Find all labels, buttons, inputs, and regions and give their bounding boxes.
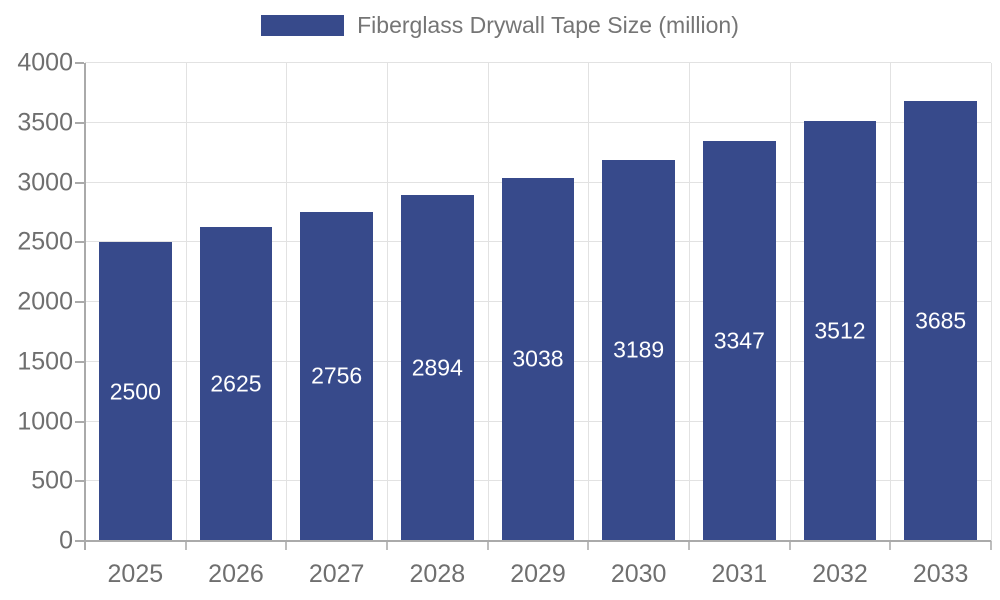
y-tick-label: 4000 (17, 48, 73, 77)
x-category-label: 2031 (711, 560, 768, 588)
y-tick (75, 241, 84, 244)
bar-value-label: 3038 (512, 345, 564, 372)
grid-v-line (286, 63, 288, 541)
y-axis-line (84, 63, 86, 550)
x-category-label: 2029 (510, 560, 566, 588)
grid-v-line (991, 63, 992, 541)
grid-h-line (85, 62, 991, 63)
grid-v-line (185, 63, 187, 541)
x-tick (788, 541, 791, 550)
y-tick (75, 480, 84, 483)
grid-v-line (588, 63, 590, 541)
bar: 3189 (602, 159, 676, 541)
y-tick-label: 1000 (17, 407, 73, 435)
bar: 3038 (501, 177, 575, 541)
bar-value-label: 3347 (713, 327, 765, 354)
x-tick (486, 541, 489, 550)
y-tick (75, 360, 84, 363)
x-tick (990, 541, 992, 550)
y-tick (75, 121, 84, 124)
bar: 2625 (199, 227, 273, 541)
bar-value-label: 2894 (411, 354, 463, 381)
bar: 3512 (803, 121, 877, 541)
grid-h-line (85, 121, 991, 123)
x-tick (385, 541, 388, 550)
x-tick (889, 541, 892, 550)
plot-area: 0 500 1000 1500 2000 2500 3000 3500 4000 2500 2025… (17, 50, 992, 587)
bar: 2894 (400, 195, 474, 541)
x-category-label: 2030 (610, 560, 667, 588)
bar-value-label: 2500 (109, 378, 161, 405)
x-category-label: 2032 (812, 560, 868, 588)
x-category-label: 2033 (912, 560, 969, 588)
x-tick (587, 541, 590, 550)
y-tick-label: 3000 (17, 168, 73, 196)
y-tick (75, 181, 84, 184)
y-tick (75, 301, 84, 303)
bar-value-label: 3512 (814, 317, 866, 344)
legend-label: Fiberglass Drywall Tape Size (million) (357, 12, 739, 38)
y-tick (75, 420, 84, 423)
grid-v-line (386, 63, 388, 541)
x-axis-line (85, 540, 991, 542)
legend-swatch (261, 15, 345, 37)
y-tick-label: 1500 (17, 347, 73, 376)
x-category-label: 2028 (409, 560, 466, 588)
x-tick (687, 541, 690, 550)
bar: 3685 (904, 100, 978, 541)
y-tick (75, 62, 84, 64)
chart-legend: Fiberglass Drywall Tape Size (million) (0, 12, 1000, 38)
bar: 2500 (98, 242, 172, 541)
bar-value-label: 3189 (613, 336, 665, 363)
grid-v-line (789, 63, 791, 541)
x-category-label: 2027 (308, 560, 365, 588)
grid-v-line (890, 63, 892, 541)
grid-v-line (487, 63, 489, 541)
bar-value-label: 3685 (915, 307, 967, 334)
x-category-label: 2025 (107, 560, 164, 588)
y-tick (75, 540, 84, 542)
y-tick-label: 2500 (17, 227, 73, 256)
y-tick-label: 500 (31, 466, 73, 495)
grid-v-line (688, 63, 690, 541)
x-tick (184, 541, 187, 550)
y-tick-label: 0 (59, 526, 73, 555)
x-tick (285, 541, 288, 550)
bar-value-label: 2625 (210, 370, 262, 397)
x-category-label: 2026 (208, 560, 264, 588)
bar: 2756 (300, 211, 374, 541)
y-tick-label: 2000 (17, 287, 73, 316)
bar-value-label: 2756 (311, 362, 363, 389)
bar: 3347 (702, 141, 776, 541)
y-tick-label: 3500 (17, 108, 73, 137)
